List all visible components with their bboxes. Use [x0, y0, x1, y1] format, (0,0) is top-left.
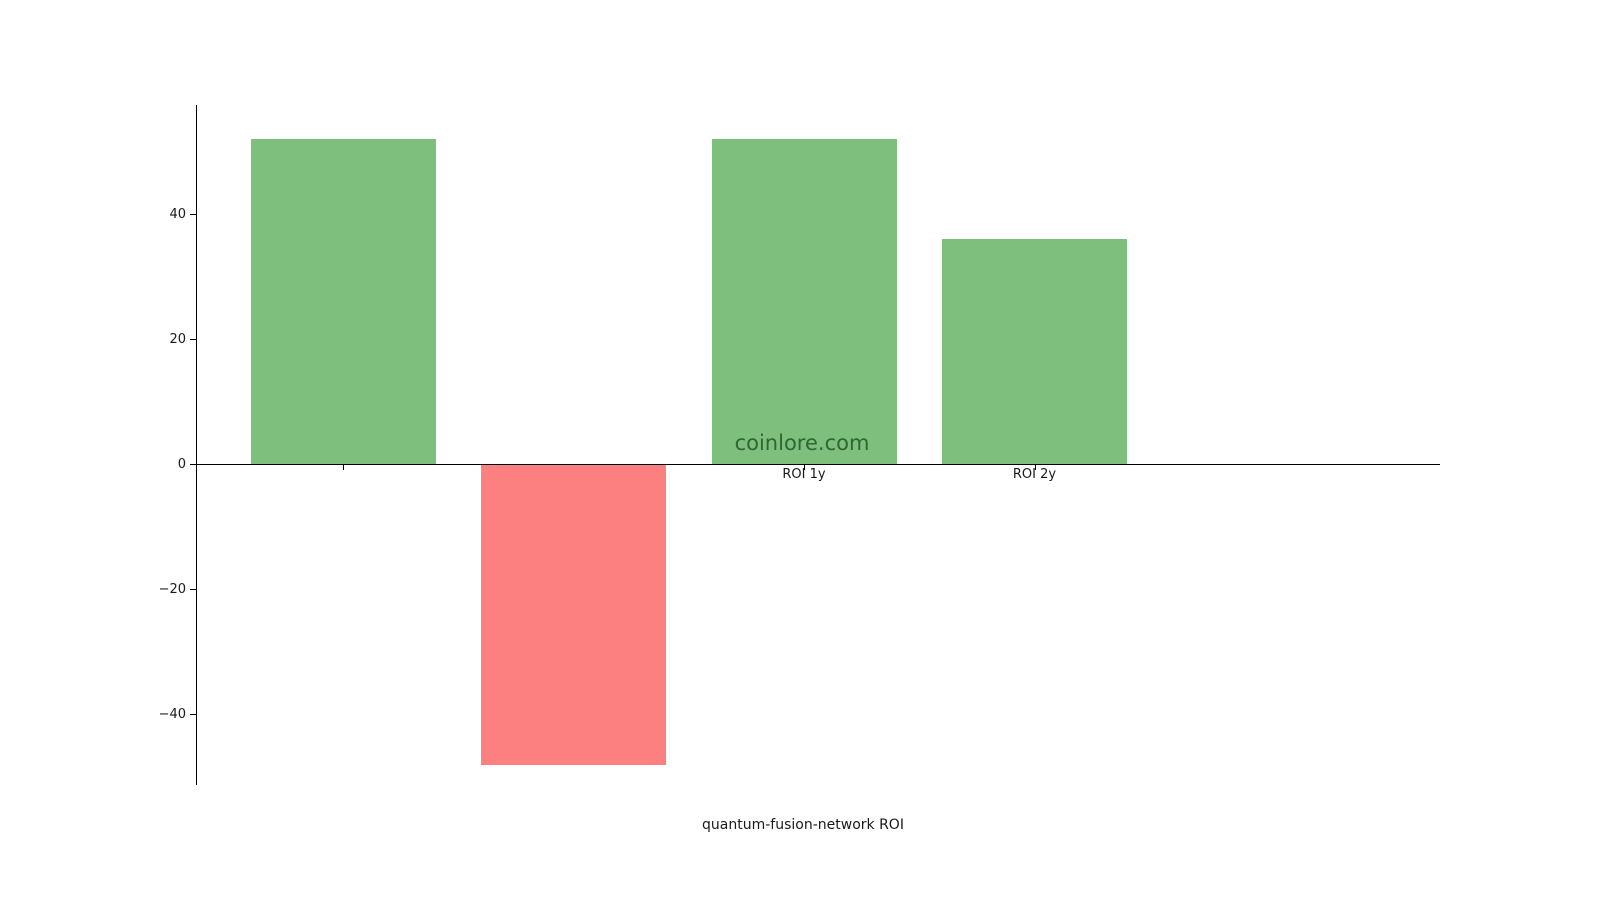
y-axis-tick-label: 40: [169, 207, 186, 222]
x-axis-tick-label: ROI 1y: [782, 467, 826, 482]
y-axis-spine: [196, 105, 197, 785]
y-axis-tick-label: 20: [169, 332, 186, 347]
bar-category-2: [481, 465, 666, 765]
x-axis-line: [196, 464, 1440, 465]
x-axis-tick: [1034, 464, 1036, 470]
chart-title: quantum-fusion-network ROI: [702, 817, 904, 833]
bar-category-1: [250, 139, 436, 464]
x-axis-tick: [343, 464, 344, 470]
y-axis-tick: [190, 464, 196, 465]
y-axis-tick-label: 0: [177, 457, 186, 472]
y-axis-tick-label: −40: [158, 707, 186, 722]
bar-ROI 1y: [711, 139, 897, 464]
y-axis-tick: [190, 214, 196, 215]
bar-ROI 2y: [942, 239, 1127, 464]
watermark: coinlore.com: [734, 431, 870, 455]
x-axis-tick: [804, 464, 805, 470]
y-axis-tick: [190, 714, 196, 715]
y-axis-tick-label: −20: [158, 582, 186, 597]
x-axis-tick-label: ROI 2y: [1012, 467, 1057, 482]
y-axis-tick: [190, 339, 196, 340]
y-axis-tick: [190, 589, 196, 590]
